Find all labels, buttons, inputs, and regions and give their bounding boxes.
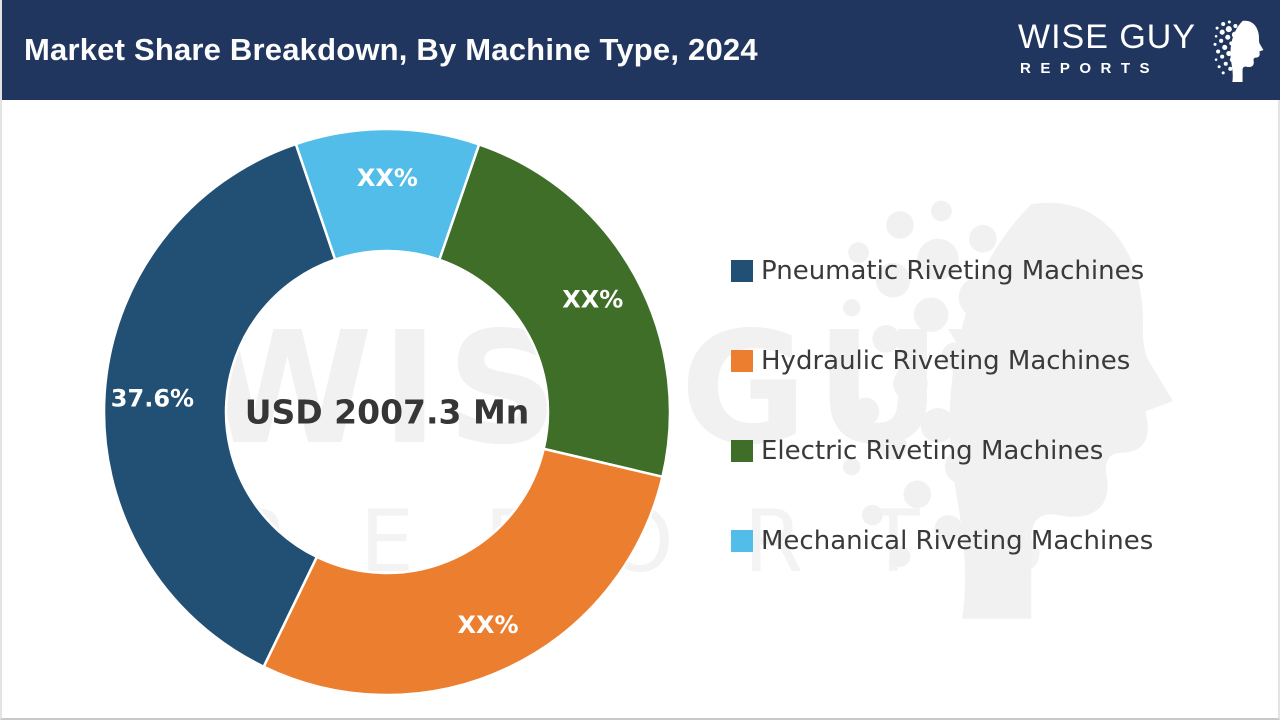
logo-text-reports: REPORTS (1020, 60, 1160, 77)
legend-label: Mechanical Riveting Machines (761, 526, 1154, 556)
legend-swatch-icon (731, 260, 753, 282)
donut-chart: XX% XX% XX% 37.6% (102, 127, 672, 697)
legend-swatch-icon (731, 440, 753, 462)
chart-legend: Pneumatic Riveting Machines Hydraulic Ri… (731, 256, 1154, 556)
header-bar: Market Share Breakdown, By Machine Type,… (2, 0, 1280, 100)
slice-label: XX% (562, 286, 623, 314)
legend-label: Pneumatic Riveting Machines (761, 256, 1145, 286)
legend-label: Hydraulic Riveting Machines (761, 346, 1131, 376)
wiseguy-logo: WISE GUY REPORTS (1018, 8, 1268, 94)
slice-label: XX% (357, 164, 418, 192)
legend-item-pneumatic: Pneumatic Riveting Machines (731, 256, 1153, 286)
slice-label: 37.6% (111, 385, 194, 413)
donut-slice-hydraulic (262, 447, 664, 697)
legend-item-mechanical: Mechanical Riveting Machines (731, 526, 1154, 556)
legend-label: Electric Riveting Machines (761, 436, 1104, 466)
legend-swatch-icon (731, 350, 753, 372)
legend-swatch-icon (731, 530, 753, 552)
slice-label: XX% (457, 611, 518, 639)
donut-slice-pneumatic (102, 142, 337, 668)
chart-center-value: USD 2007.3 Mn (244, 392, 530, 432)
donut-slice-electric (438, 143, 672, 479)
page-title: Market Share Breakdown, By Machine Type,… (24, 32, 758, 67)
legend-item-electric: Electric Riveting Machines (731, 436, 1153, 466)
legend-item-hydraulic: Hydraulic Riveting Machines (731, 346, 1153, 376)
logo-text-wise-guy: WISE GUY (1018, 18, 1197, 56)
wiseguy-face-icon (1213, 20, 1264, 83)
donut-svg: XX% XX% XX% 37.6% (102, 127, 672, 697)
